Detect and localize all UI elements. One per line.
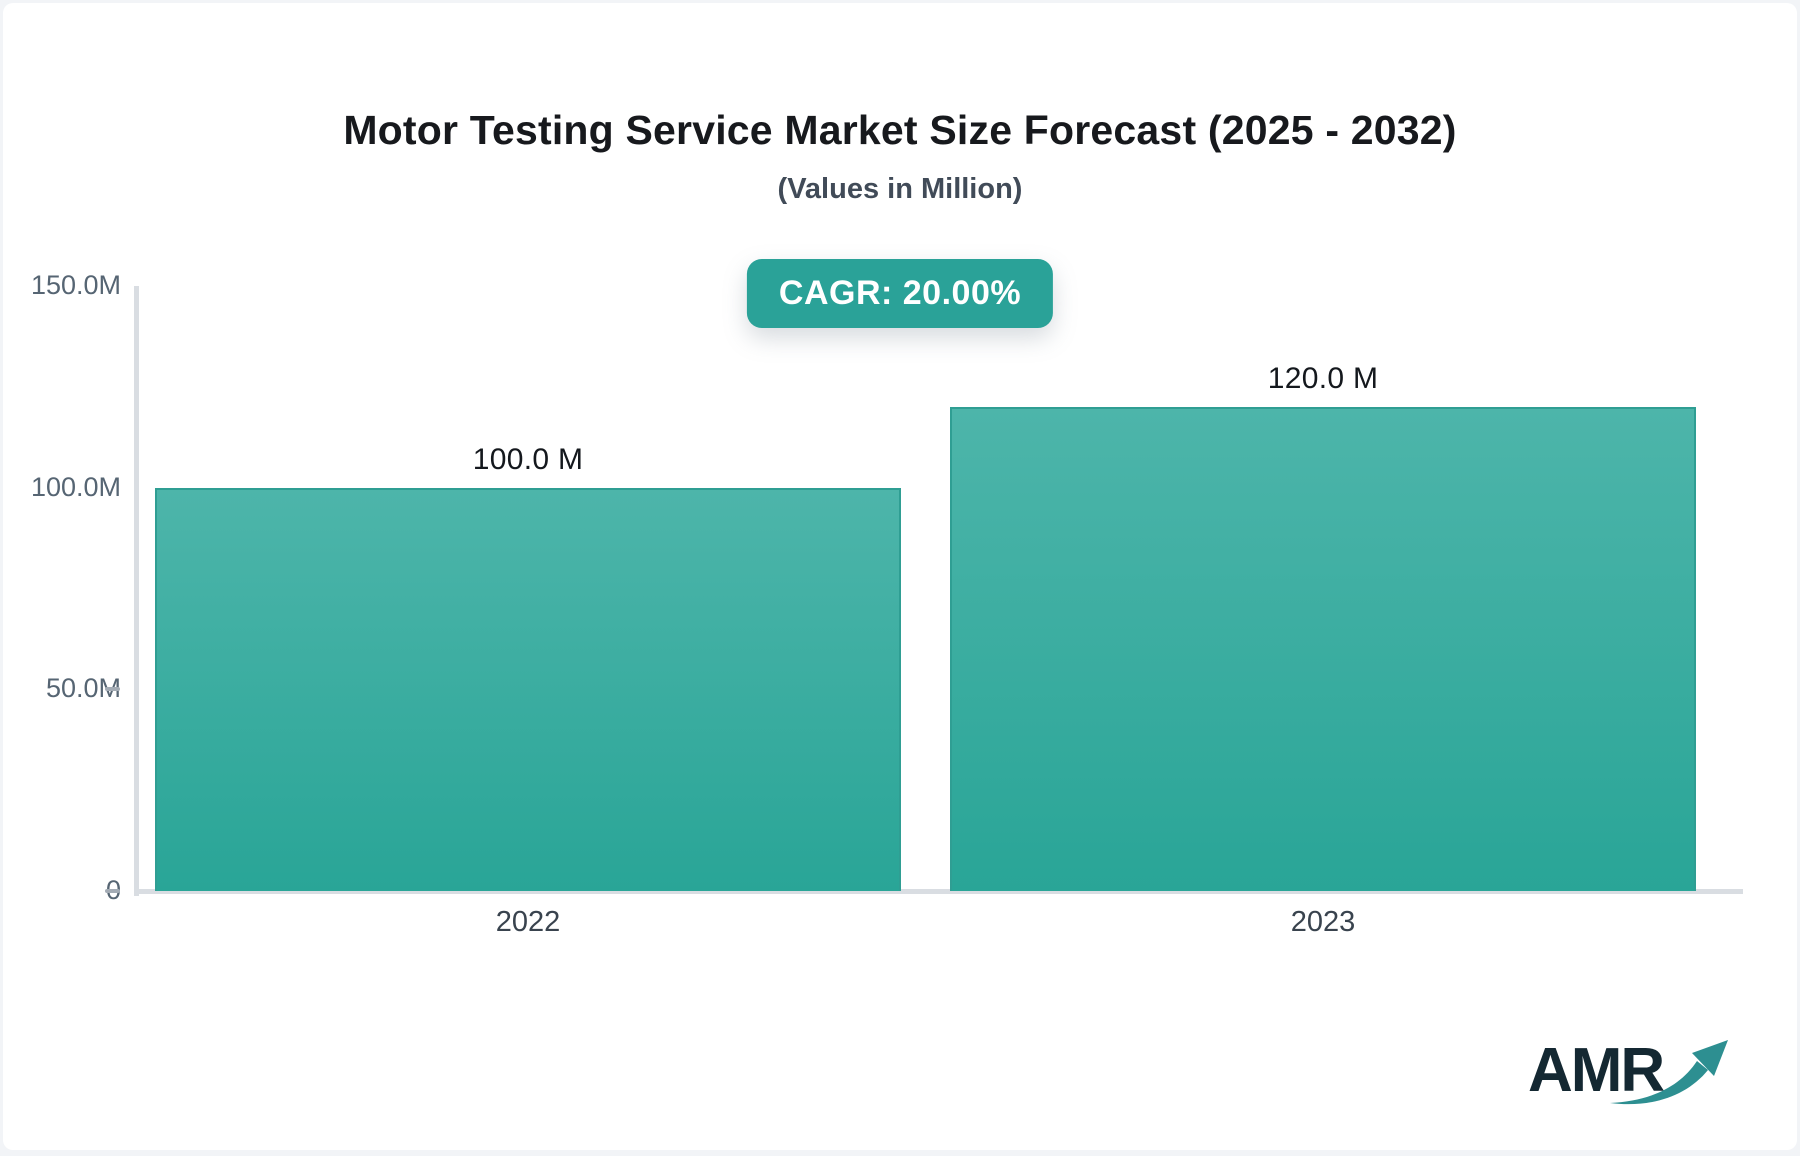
y-axis-tick-dash (105, 889, 120, 893)
y-axis-line (134, 286, 139, 896)
bar-value-label: 120.0 M (1267, 362, 1379, 395)
x-axis-category-label: 2023 (1290, 906, 1356, 938)
bar-2023 (950, 407, 1696, 891)
amr-logo: AMR (1528, 1031, 1738, 1121)
bar-2022 (155, 488, 901, 891)
chart-card: Motor Testing Service Market Size Foreca… (3, 3, 1797, 1150)
y-axis-tick-label: 50.0M (45, 673, 121, 704)
x-axis-line (134, 889, 1743, 894)
chart-title: Motor Testing Service Market Size Foreca… (343, 107, 1457, 153)
bar-value-label: 100.0 M (472, 443, 584, 476)
cagr-badge: CAGR: 20.00% (746, 259, 1054, 328)
chart-subtitle: (Values in Million) (777, 173, 1023, 205)
y-axis-tick-label: 100.0M (30, 471, 121, 502)
y-axis-tick-dash (105, 687, 120, 692)
growth-arrow-icon (1610, 1040, 1728, 1105)
y-axis-tick-label: 0 (3, 875, 121, 906)
y-axis-tick-label: 150.0M (30, 270, 121, 300)
amr-logo-text: AMR (1528, 1036, 1665, 1105)
x-axis-category-label: 2022 (495, 906, 561, 938)
